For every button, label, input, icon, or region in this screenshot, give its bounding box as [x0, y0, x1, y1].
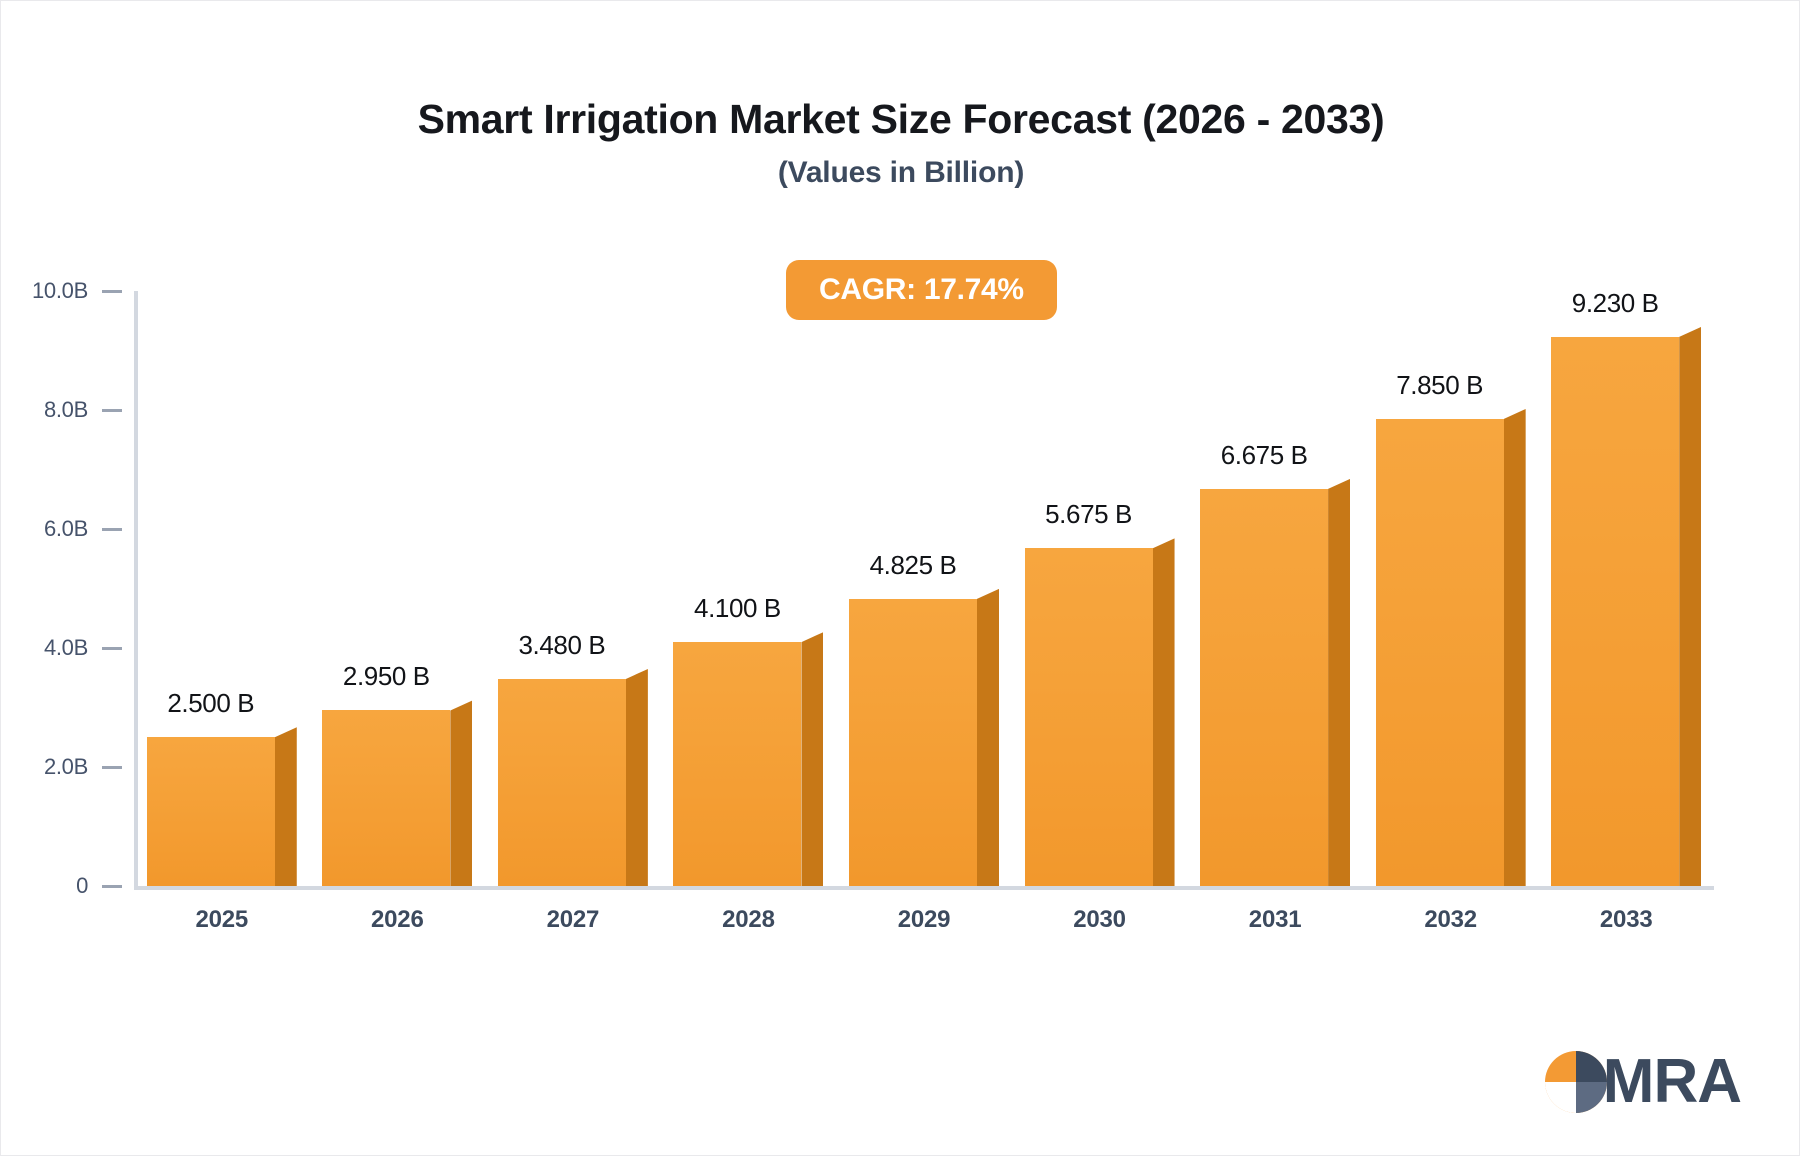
y-axis-tick-dash: [102, 527, 122, 531]
bar-value-label: 7.850 B: [1396, 369, 1484, 400]
bar-column[interactable]: 6.675 B: [1200, 440, 1351, 886]
bar-3d-body: [1024, 538, 1175, 886]
bar-3d-body: [1551, 326, 1702, 886]
bar-front-face: [1200, 488, 1329, 886]
bar-3d-body: [1200, 478, 1351, 886]
logo-text: MRA: [1602, 1047, 1742, 1116]
mra-logo: MRA: [1544, 1047, 1742, 1116]
x-axis-label: 2031: [1248, 906, 1302, 933]
y-axis-tick-label: 10.0B: [32, 278, 88, 303]
bar-side-face: [274, 727, 297, 886]
y-axis-tick-label: 4.0B: [43, 635, 88, 660]
chart-subtitle: (Values in Billion): [777, 156, 1025, 190]
y-axis-tick: 8.0B: [44, 397, 134, 423]
bar-side-face: [1152, 538, 1175, 886]
bar-column[interactable]: 7.850 B: [1375, 370, 1526, 886]
y-axis-tick-dash: [102, 884, 122, 888]
y-axis-tick-label: 2.0B: [43, 754, 88, 779]
x-axis-label: 2029: [897, 906, 951, 933]
y-axis-tick: 0: [76, 873, 134, 899]
bar-column[interactable]: 4.825 B: [849, 550, 999, 886]
bar-3d-body: [497, 668, 648, 886]
bar-side-face: [977, 588, 999, 886]
y-axis-tick: 4.0B: [44, 635, 134, 661]
y-axis-tick-dash: [102, 289, 122, 293]
bar-column[interactable]: 5.675 B: [1024, 499, 1175, 886]
chart-header: Smart Irrigation Market Size Forecast (2…: [1, 96, 1800, 190]
bar-front-face: [322, 710, 451, 886]
y-axis-tick-dash: [102, 408, 122, 412]
y-axis-tick-dash: [102, 646, 122, 650]
y-axis-line: [134, 291, 138, 886]
y-axis-tick: 2.0B: [44, 754, 134, 780]
bar-front-face: [673, 642, 802, 886]
x-axis-label: 2027: [546, 906, 600, 933]
y-axis-tick-label: 0: [76, 873, 88, 898]
bar-front-face: [1551, 336, 1680, 886]
bar-front-face: [849, 598, 977, 886]
bar-side-face: [1503, 408, 1526, 886]
x-axis-line: [134, 886, 1714, 890]
y-axis-tick-dash: [102, 765, 122, 769]
bar-side-face: [1679, 326, 1702, 886]
bar-front-face: [1375, 418, 1504, 886]
x-axis-label: 2030: [1073, 906, 1126, 933]
y-axis-tick: 10.0B: [32, 278, 134, 304]
bar-side-face: [1328, 478, 1351, 886]
bar-column[interactable]: 4.100 B: [673, 593, 824, 886]
bar-value-label: 5.675 B: [1045, 499, 1132, 530]
bar-front-face: [1024, 548, 1153, 886]
bar-side-face: [801, 632, 824, 886]
bar-value-label: 4.825 B: [869, 549, 957, 580]
pie-circle-icon: [1544, 1051, 1607, 1113]
bar-value-label: 2.950 B: [342, 661, 430, 692]
x-axis-labels: 2025 2026 2027 2028 2029 2030 2031 2032 2033: [134, 906, 1714, 946]
bar-front-face: [146, 737, 275, 886]
bar-column[interactable]: 9.230 B: [1551, 288, 1702, 886]
plot-area: 0 2.0B 4.0B 6.0B 8.0B 10.0B 2.500 B 2.950 B 3.4…: [32, 278, 1714, 898]
bar-3d-body: [673, 632, 824, 886]
bar-column[interactable]: 2.500 B: [146, 688, 297, 886]
bar-value-label: 4.100 B: [694, 593, 781, 624]
bar-side-face: [450, 700, 473, 886]
page-title: Smart Irrigation Market Size Forecast (2…: [417, 96, 1385, 142]
y-axis-tick-label: 8.0B: [43, 397, 88, 422]
bar-value-label: 6.675 B: [1220, 439, 1308, 470]
x-axis-label: 2032: [1424, 906, 1477, 933]
bar-series: 2.500 B 2.950 B 3.480 B 4.100 B 4.825 B 5.675…: [134, 288, 1714, 886]
bar-3d-body: [322, 700, 473, 886]
bar-column[interactable]: 2.950 B: [322, 661, 473, 886]
x-axis-label: 2025: [195, 906, 249, 933]
cagr-badge: CAGR: 17.74%: [786, 260, 1057, 320]
y-axis-tick-label: 6.0B: [43, 516, 88, 541]
bar-side-face: [625, 668, 648, 886]
y-axis-tick: 6.0B: [44, 516, 134, 542]
bar-value-label: 9.230 B: [1571, 287, 1659, 318]
bar-3d-body: [146, 727, 297, 886]
x-axis-label: 2028: [722, 906, 775, 933]
x-axis-label: 2033: [1599, 906, 1653, 933]
bar-3d-body: [1375, 408, 1526, 886]
bar-value-label: 3.480 B: [518, 629, 606, 660]
bar-front-face: [497, 678, 626, 886]
bar-column[interactable]: 3.480 B: [497, 630, 648, 886]
bar-value-label: 2.500 B: [167, 688, 255, 719]
bar-3d-body: [849, 588, 999, 886]
x-axis-label: 2026: [371, 906, 424, 933]
